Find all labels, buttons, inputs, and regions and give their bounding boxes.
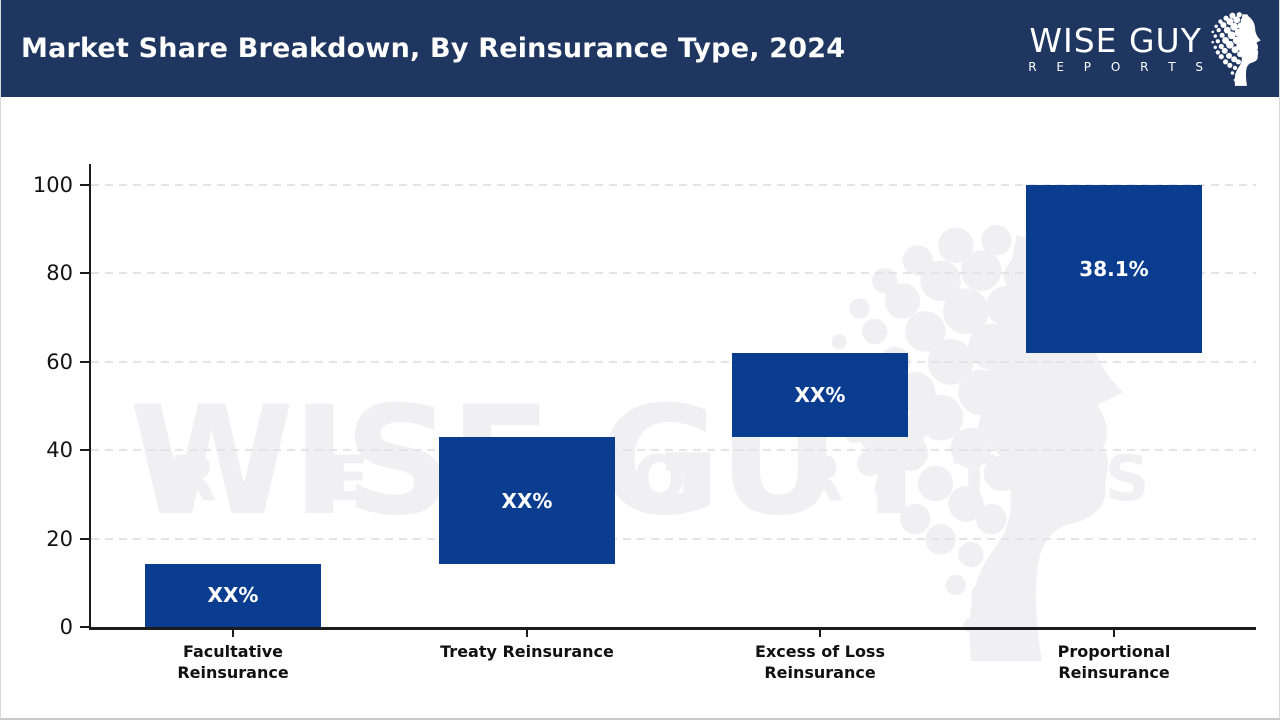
plot-area: 0 20 40 60 80 100 XX% XX% XX% 38.1% Facultative Rei… <box>33 164 1256 682</box>
page-title: Market Share Breakdown, By Reinsurance T… <box>21 33 846 64</box>
logo-subtext: R E P O R T S <box>1028 59 1211 74</box>
x-axis-tick <box>526 630 528 637</box>
x-axis-tick <box>232 630 234 637</box>
y-axis-tick <box>80 184 89 186</box>
y-axis-tick <box>80 626 89 628</box>
y-axis-tick-label: 60 <box>46 349 73 374</box>
logo: WISE GUY R E P O R T S <box>1020 11 1265 86</box>
x-category-label: Treaty Reinsurance <box>440 642 614 661</box>
y-axis-tick-label: 0 <box>59 615 73 639</box>
y-axis-tick-label: 40 <box>46 438 73 463</box>
y-axis-tick <box>80 537 89 540</box>
bar-value-label: 38.1% <box>1079 257 1149 282</box>
gridline-40 <box>91 449 1256 452</box>
bar-value-label: XX% <box>794 383 846 408</box>
bar-value-label: XX% <box>207 583 259 608</box>
logo-wordmark: WISE GUY <box>1029 20 1202 60</box>
gridline-100 <box>91 184 1256 186</box>
logo-face-icon <box>1211 11 1261 86</box>
y-axis-tick <box>80 449 89 452</box>
x-category-label: Proportional Reinsurance <box>1057 642 1171 682</box>
bar-value-label: XX% <box>501 488 553 513</box>
y-axis-tick-label: 20 <box>46 526 73 551</box>
gridline-20 <box>91 537 1256 540</box>
gridline-60 <box>91 360 1256 363</box>
bar-excess-of-loss-reinsurance <box>732 353 908 438</box>
y-axis-tick-label: 80 <box>46 261 73 286</box>
bar-proportional-reinsurance <box>1026 185 1202 354</box>
y-axis-tick <box>80 272 89 275</box>
x-category-label: Excess of Loss Reinsurance <box>755 642 885 682</box>
x-axis-tick <box>1113 630 1115 637</box>
bar-treaty-reinsurance <box>439 437 615 564</box>
logo-text: WISE GUY R E P O R T S <box>1020 20 1211 74</box>
gridline-80 <box>91 272 1256 275</box>
header-bar: Market Share Breakdown, By Reinsurance T… <box>1 0 1279 97</box>
x-axis-tick <box>819 630 821 637</box>
x-category-label: Facultative Reinsurance <box>177 642 289 682</box>
y-axis-tick <box>80 360 89 363</box>
y-axis-tick-label: 100 <box>32 173 73 197</box>
bar-facultative-reinsurance <box>145 563 321 627</box>
